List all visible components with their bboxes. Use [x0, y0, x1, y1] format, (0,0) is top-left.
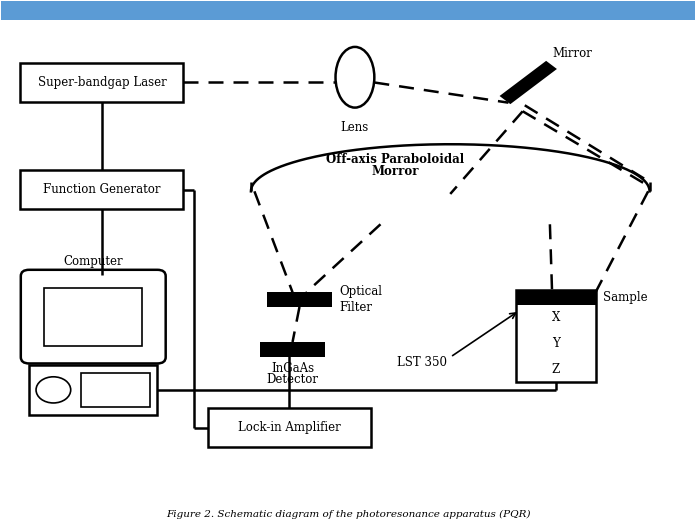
Bar: [516, 290, 596, 305]
Text: Optical: Optical: [340, 285, 382, 298]
Text: X: X: [552, 311, 560, 325]
Text: Filter: Filter: [340, 301, 372, 314]
Text: Computer: Computer: [63, 255, 123, 268]
Text: LST 350: LST 350: [397, 356, 447, 369]
FancyBboxPatch shape: [21, 270, 166, 363]
Bar: [81, 373, 150, 407]
Circle shape: [36, 377, 71, 403]
Polygon shape: [500, 61, 557, 104]
Text: Detector: Detector: [267, 373, 319, 387]
Bar: [1, 2, 695, 19]
Bar: [207, 408, 370, 448]
Text: Morror: Morror: [371, 165, 418, 178]
Bar: [20, 170, 183, 209]
Text: Mirror: Mirror: [553, 47, 592, 60]
Bar: [20, 63, 183, 102]
Bar: [45, 288, 142, 346]
Text: Lock-in Amplifier: Lock-in Amplifier: [238, 421, 340, 434]
Text: Y: Y: [552, 337, 560, 350]
Text: Super-bandgap Laser: Super-bandgap Laser: [38, 76, 166, 89]
Text: Off-axis Paraboloidal: Off-axis Paraboloidal: [326, 153, 464, 166]
Text: Sample: Sample: [603, 291, 647, 305]
Bar: [29, 365, 157, 414]
Text: InGaAs: InGaAs: [271, 362, 314, 375]
Text: Function Generator: Function Generator: [43, 183, 161, 196]
Text: Lens: Lens: [341, 120, 369, 134]
Text: Z: Z: [552, 363, 560, 376]
Bar: [516, 290, 596, 382]
Text: Figure 2. Schematic diagram of the photoresonance apparatus (PQR): Figure 2. Schematic diagram of the photo…: [166, 510, 530, 519]
Ellipse shape: [335, 47, 374, 108]
Bar: [267, 292, 333, 307]
Bar: [516, 290, 596, 305]
Bar: [260, 342, 326, 357]
